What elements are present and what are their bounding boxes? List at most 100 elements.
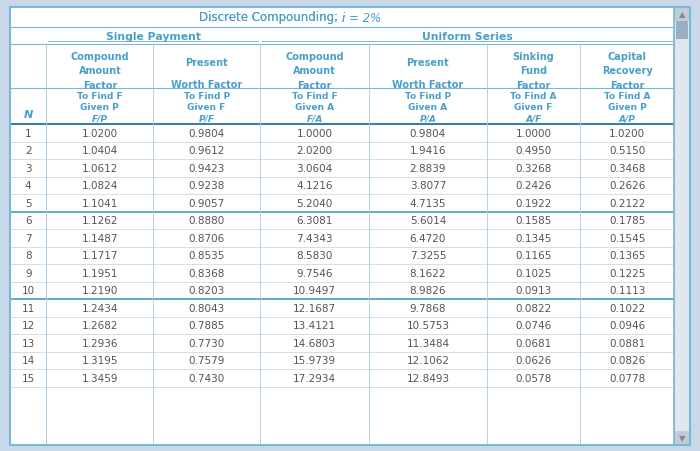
- Text: 0.5150: 0.5150: [609, 146, 645, 156]
- Text: Worth Factor: Worth Factor: [171, 79, 242, 89]
- Text: 4.1216: 4.1216: [296, 181, 333, 191]
- Text: 11: 11: [22, 303, 35, 313]
- Text: Given F: Given F: [188, 103, 225, 112]
- Text: 12.8493: 12.8493: [407, 373, 449, 383]
- Text: Uniform Series: Uniform Series: [421, 32, 512, 41]
- Text: i: i: [342, 11, 345, 24]
- Text: 1.1041: 1.1041: [82, 198, 118, 208]
- Text: 1.9416: 1.9416: [410, 146, 446, 156]
- Text: Capital: Capital: [608, 51, 647, 62]
- Text: ▲: ▲: [679, 10, 685, 19]
- Text: 12: 12: [22, 321, 35, 331]
- Text: Recovery: Recovery: [602, 66, 652, 76]
- Text: 7.3255: 7.3255: [410, 251, 446, 261]
- Text: 15: 15: [22, 373, 35, 383]
- Text: 1.3459: 1.3459: [82, 373, 118, 383]
- Text: To Find F: To Find F: [292, 92, 337, 101]
- Text: Compound: Compound: [286, 51, 344, 62]
- Text: 1.2190: 1.2190: [82, 285, 118, 295]
- Text: 11.3484: 11.3484: [407, 338, 449, 348]
- Text: 2.8839: 2.8839: [410, 163, 446, 173]
- Text: Given A: Given A: [295, 103, 334, 112]
- Text: 0.8535: 0.8535: [188, 251, 225, 261]
- Text: 0.2122: 0.2122: [609, 198, 645, 208]
- Text: 0.9423: 0.9423: [188, 163, 225, 173]
- Text: 0.0822: 0.0822: [515, 303, 552, 313]
- Text: 0.2626: 0.2626: [609, 181, 645, 191]
- Text: 1.0000: 1.0000: [297, 129, 332, 138]
- Text: 0.1113: 0.1113: [609, 285, 645, 295]
- Text: 0.9238: 0.9238: [188, 181, 225, 191]
- Text: Worth Factor: Worth Factor: [392, 79, 463, 89]
- Text: N: N: [24, 110, 33, 120]
- Text: 0.1345: 0.1345: [515, 233, 552, 243]
- Text: 0.7579: 0.7579: [188, 355, 225, 365]
- Text: Given A: Given A: [408, 103, 447, 112]
- Text: 0.0881: 0.0881: [609, 338, 645, 348]
- Text: 3: 3: [25, 163, 32, 173]
- Text: i = 2%: i = 2%: [342, 11, 382, 24]
- Text: 0.1025: 0.1025: [515, 268, 552, 278]
- Text: To Find P: To Find P: [405, 92, 451, 101]
- Text: Given F: Given F: [514, 103, 552, 112]
- Text: 1.2682: 1.2682: [82, 321, 118, 331]
- Text: 0.9612: 0.9612: [188, 146, 225, 156]
- Text: 0.7430: 0.7430: [188, 373, 225, 383]
- Text: To Find A: To Find A: [604, 92, 650, 101]
- Text: 13: 13: [22, 338, 35, 348]
- Text: 0.1225: 0.1225: [609, 268, 645, 278]
- Text: 12.1062: 12.1062: [407, 355, 449, 365]
- Text: 5: 5: [25, 198, 32, 208]
- Text: 1.1487: 1.1487: [82, 233, 118, 243]
- Text: 1.0200: 1.0200: [82, 129, 118, 138]
- Text: 2.0200: 2.0200: [297, 146, 332, 156]
- Text: 1: 1: [25, 129, 32, 138]
- Text: 0.0826: 0.0826: [609, 355, 645, 365]
- Text: P/F: P/F: [199, 114, 215, 123]
- Text: 0.8880: 0.8880: [188, 216, 225, 226]
- Text: F/P: F/P: [92, 114, 108, 123]
- Text: Discrete Compounding;: Discrete Compounding;: [199, 11, 342, 24]
- Text: 8: 8: [25, 251, 32, 261]
- Text: 0.8368: 0.8368: [188, 268, 225, 278]
- Text: Fund: Fund: [520, 66, 547, 76]
- Text: 0.1365: 0.1365: [609, 251, 645, 261]
- Text: 1.1951: 1.1951: [82, 268, 118, 278]
- Text: Factor: Factor: [516, 81, 551, 91]
- Text: Amount: Amount: [293, 66, 336, 76]
- Text: 8.5830: 8.5830: [297, 251, 332, 261]
- Text: 0.0946: 0.0946: [609, 321, 645, 331]
- Text: 0.0746: 0.0746: [515, 321, 552, 331]
- Text: 6.3081: 6.3081: [297, 216, 332, 226]
- Text: Factor: Factor: [298, 81, 332, 91]
- Text: 1.3195: 1.3195: [82, 355, 118, 365]
- Text: 1.0612: 1.0612: [82, 163, 118, 173]
- Text: 0.1165: 0.1165: [515, 251, 552, 261]
- Text: P/A: P/A: [419, 114, 436, 123]
- Text: 6: 6: [25, 216, 32, 226]
- Text: Amount: Amount: [78, 66, 121, 76]
- Text: Given P: Given P: [608, 103, 647, 112]
- Text: 1.0200: 1.0200: [609, 129, 645, 138]
- Text: 8.9826: 8.9826: [410, 285, 446, 295]
- Text: 0.1922: 0.1922: [515, 198, 552, 208]
- Text: 5.2040: 5.2040: [297, 198, 332, 208]
- Text: 0.9804: 0.9804: [410, 129, 446, 138]
- Text: 5.6014: 5.6014: [410, 216, 446, 226]
- Text: 9.7868: 9.7868: [410, 303, 446, 313]
- Text: 8.1622: 8.1622: [410, 268, 446, 278]
- Text: 15.9739: 15.9739: [293, 355, 336, 365]
- Text: 0.7885: 0.7885: [188, 321, 225, 331]
- Text: Compound: Compound: [71, 51, 129, 62]
- Text: 1.1717: 1.1717: [82, 251, 118, 261]
- Text: ▼: ▼: [679, 433, 685, 442]
- Text: 0.3468: 0.3468: [609, 163, 645, 173]
- Text: 14: 14: [22, 355, 35, 365]
- Bar: [674, 8, 690, 445]
- Text: 0.0681: 0.0681: [515, 338, 552, 348]
- Text: 0.1585: 0.1585: [515, 216, 552, 226]
- Text: 4.7135: 4.7135: [410, 198, 446, 208]
- Text: 0.8043: 0.8043: [188, 303, 225, 313]
- Text: 0.1022: 0.1022: [609, 303, 645, 313]
- Text: Factor: Factor: [610, 81, 644, 91]
